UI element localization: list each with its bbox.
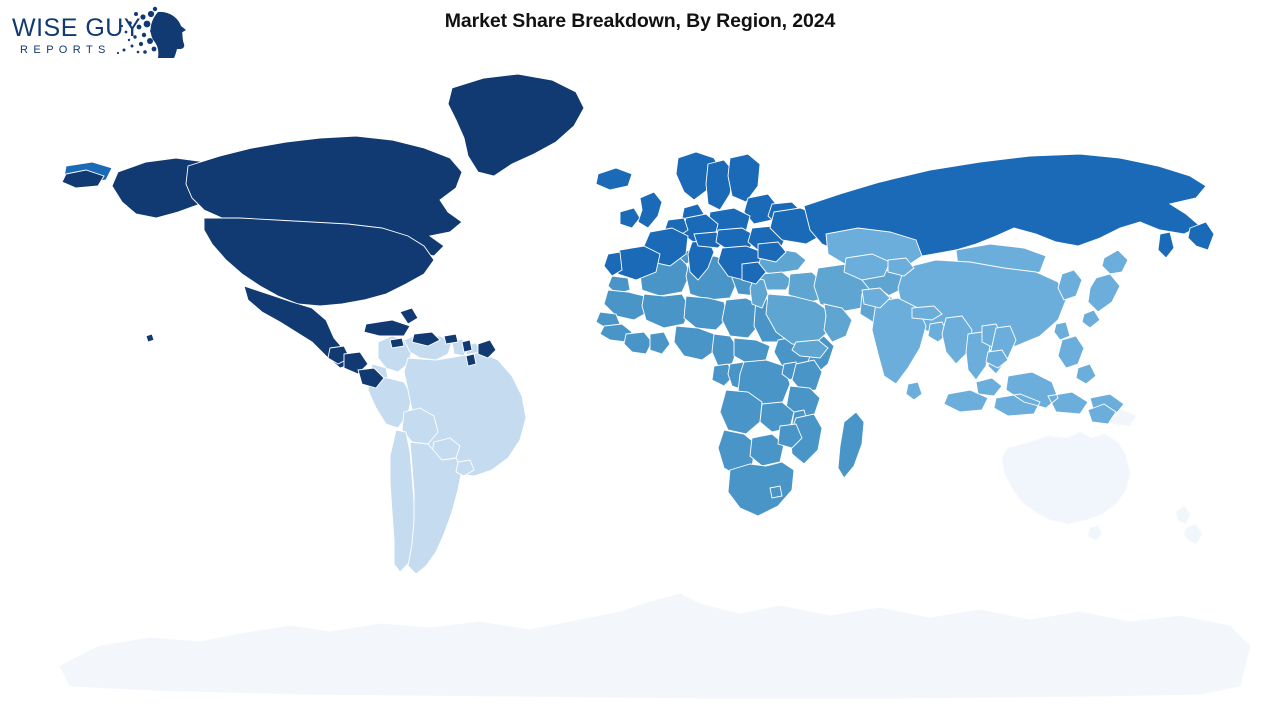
country-jamaica — [390, 338, 404, 348]
country-new-zealand — [1176, 506, 1202, 544]
country-greece — [742, 262, 766, 284]
country-papua-new-guinea-west — [1088, 404, 1116, 424]
country-aleutian-islands — [62, 170, 104, 188]
country-nepal-bhutan — [912, 306, 942, 320]
country-tasmania — [1088, 526, 1102, 540]
country-botswana — [750, 434, 784, 466]
country-myanmar — [942, 316, 972, 364]
country-pakistan-east — [862, 288, 890, 308]
country-yemen — [792, 340, 828, 358]
country-kuwait-qatar-uae-oman — [824, 304, 852, 342]
country-zimbabwe — [778, 424, 802, 448]
country-iraq — [788, 272, 822, 304]
head-profile-dots-icon — [116, 6, 186, 58]
logo-artwork: WISE GUY R E P O R T S — [12, 6, 186, 58]
country-sri-lanka — [906, 382, 922, 400]
country-puerto-rico — [444, 334, 458, 344]
country-angola — [720, 390, 762, 434]
country-french-guiana — [478, 340, 496, 358]
country-nigeria — [674, 326, 716, 360]
country-india — [872, 298, 926, 384]
country-bahamas — [400, 308, 418, 324]
world-choropleth-map — [0, 46, 1280, 720]
country-sakhalin — [1158, 232, 1174, 258]
country-antarctica — [60, 594, 1250, 698]
country-kenya — [792, 360, 822, 392]
country-bulgaria — [758, 242, 786, 262]
country-finland — [728, 154, 760, 202]
country-uzbekistan-turkmenistan — [844, 254, 890, 280]
region-asia-pacific — [826, 228, 1128, 424]
country-argentina — [408, 442, 462, 574]
country-lesotho — [770, 486, 782, 498]
country-ghana — [650, 332, 670, 354]
country-mauritania — [604, 290, 648, 320]
country-saudi-arabia — [766, 294, 830, 346]
country-kamchatka — [1188, 222, 1214, 250]
country-madagascar — [838, 412, 864, 478]
country-taiwan — [1054, 322, 1070, 340]
logo-line1: WISE GUY — [12, 14, 141, 42]
country-cambodia — [986, 350, 1008, 368]
country-north-south-korea — [1058, 270, 1082, 300]
country-japan — [1082, 250, 1128, 328]
logo-line2: R E P O R T S — [20, 44, 107, 56]
wise-guy-reports-logo: WISE GUY R E P O R T S — [8, 6, 198, 62]
country-iceland — [596, 168, 632, 190]
country-uruguay — [456, 460, 474, 476]
country-kyrgyzstan-tajikistan — [888, 258, 914, 276]
country-mali — [642, 294, 690, 328]
country-portugal — [604, 252, 622, 276]
country-niger — [684, 296, 728, 330]
region-europe — [64, 152, 1214, 284]
country-united-states — [204, 218, 434, 306]
country-hispaniola — [412, 332, 440, 346]
country-ireland — [620, 208, 640, 228]
country-hawaii — [146, 334, 154, 342]
country-australia — [1002, 432, 1130, 524]
country-indonesia — [944, 372, 1124, 416]
country-united-kingdom — [638, 192, 662, 228]
region-antarctica — [60, 594, 1250, 698]
country-ivory-coast — [624, 332, 652, 354]
region-north-america — [62, 74, 584, 388]
country-chad — [722, 298, 760, 338]
chart-title: Market Share Breakdown, By Region, 2024 — [444, 10, 836, 32]
logo-wordmark: WISE GUY R E P O R T S — [12, 14, 141, 56]
country-philippines — [1058, 336, 1096, 384]
country-costa-rica-panama — [358, 368, 384, 388]
country-lesser-antilles — [462, 340, 476, 366]
region-south-america — [368, 334, 526, 574]
region-oceania — [1002, 410, 1202, 544]
country-greenland — [448, 74, 584, 176]
map-svg — [0, 46, 1280, 720]
country-sweden — [706, 160, 734, 210]
country-cuba — [364, 320, 410, 336]
country-lebanon-israel-jordan — [750, 278, 768, 308]
country-south-africa — [728, 462, 794, 516]
